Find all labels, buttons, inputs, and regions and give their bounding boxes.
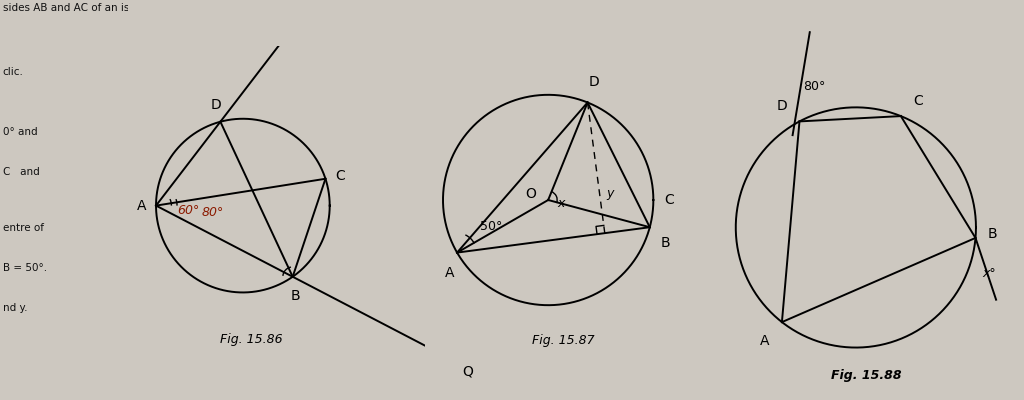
Text: x: x bbox=[557, 196, 564, 210]
Text: 50°: 50° bbox=[480, 220, 503, 233]
Text: Fig. 15.87: Fig. 15.87 bbox=[531, 334, 595, 347]
Text: O: O bbox=[525, 187, 537, 201]
Text: entre of: entre of bbox=[2, 223, 44, 233]
Text: A: A bbox=[445, 266, 455, 280]
Text: D: D bbox=[211, 98, 221, 112]
Text: 80°: 80° bbox=[803, 80, 825, 92]
Text: D: D bbox=[776, 99, 787, 113]
Text: C   and: C and bbox=[2, 167, 39, 177]
Text: x°: x° bbox=[982, 267, 996, 280]
Text: sides AB and AC of an isosceles triangle ABC such that AB: sides AB and AC of an isosceles triangle… bbox=[2, 3, 306, 13]
Text: nd y.: nd y. bbox=[2, 303, 27, 313]
Text: C: C bbox=[336, 169, 345, 183]
Text: clic.: clic. bbox=[2, 67, 24, 77]
Text: C: C bbox=[665, 193, 674, 207]
Text: A: A bbox=[136, 199, 146, 213]
Text: A: A bbox=[760, 334, 770, 348]
Text: B = 50°.: B = 50°. bbox=[2, 263, 47, 273]
Text: B: B bbox=[988, 228, 997, 242]
Text: B: B bbox=[660, 236, 671, 250]
Text: Q: Q bbox=[462, 365, 473, 379]
Text: B: B bbox=[291, 289, 300, 303]
Text: 80°: 80° bbox=[202, 206, 224, 219]
Text: Fig. 15.88: Fig. 15.88 bbox=[830, 369, 901, 382]
Text: 0° and: 0° and bbox=[2, 127, 37, 137]
Text: C: C bbox=[913, 94, 923, 108]
Text: 60°: 60° bbox=[177, 204, 200, 216]
Text: y: y bbox=[607, 188, 614, 200]
Text: D: D bbox=[588, 75, 599, 89]
Text: Fig. 15.86: Fig. 15.86 bbox=[220, 333, 283, 346]
